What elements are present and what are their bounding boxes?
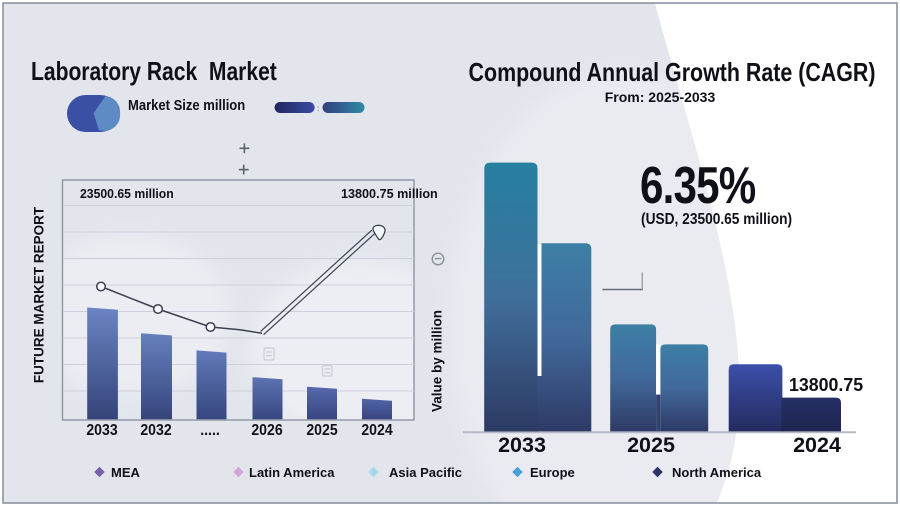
- svg-text::: :: [317, 104, 319, 113]
